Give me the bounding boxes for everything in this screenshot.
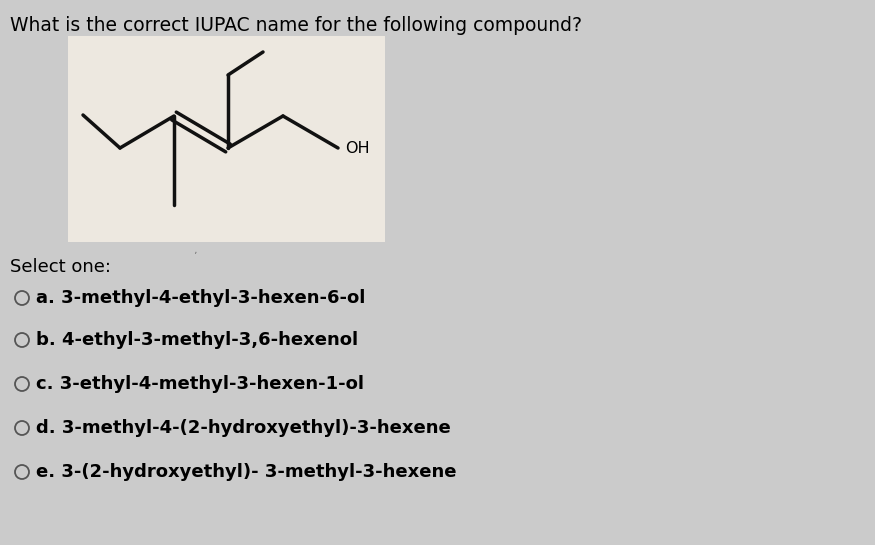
Circle shape	[15, 465, 29, 479]
Text: OH: OH	[345, 141, 369, 155]
Text: ʼ: ʼ	[193, 251, 197, 261]
Circle shape	[15, 291, 29, 305]
Text: b. 4-ethyl-3-methyl-3,6-hexenol: b. 4-ethyl-3-methyl-3,6-hexenol	[36, 331, 358, 349]
Text: Select one:: Select one:	[10, 258, 111, 276]
Bar	[68, 36, 385, 242]
Circle shape	[15, 377, 29, 391]
Text: d. 3-methyl-4-(2-hydroxyethyl)-3-hexene: d. 3-methyl-4-(2-hydroxyethyl)-3-hexene	[36, 419, 451, 437]
Text: What is the correct IUPAC name for the following compound?: What is the correct IUPAC name for the f…	[10, 16, 582, 35]
Text: c. 3-ethyl-4-methyl-3-hexen-1-ol: c. 3-ethyl-4-methyl-3-hexen-1-ol	[36, 375, 364, 393]
Text: e. 3-(2-hydroxyethyl)- 3-methyl-3-hexene: e. 3-(2-hydroxyethyl)- 3-methyl-3-hexene	[36, 463, 457, 481]
Circle shape	[15, 421, 29, 435]
Text: a. 3-methyl-4-ethyl-3-hexen-6-ol: a. 3-methyl-4-ethyl-3-hexen-6-ol	[36, 289, 366, 307]
Circle shape	[15, 333, 29, 347]
